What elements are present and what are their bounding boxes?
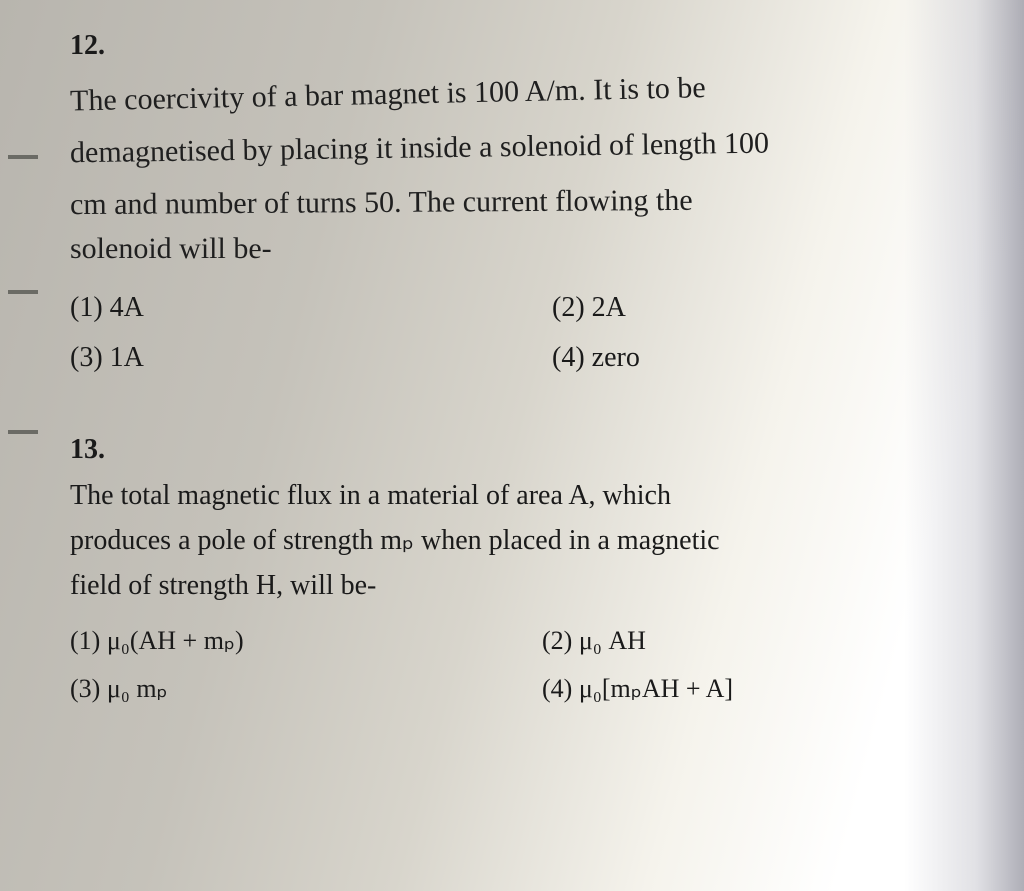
question-number: 12. xyxy=(70,30,974,62)
text-line: demagnetised by placing it inside a sole… xyxy=(70,115,975,179)
question-number: 13. xyxy=(70,434,974,466)
option-1: (1) 4A xyxy=(70,292,492,324)
option-4: (4) zero xyxy=(552,342,974,374)
text-line: The total magnetic flux in a material of… xyxy=(70,474,974,519)
text-line: field of strength H, will be- xyxy=(70,564,974,609)
option-1: (1) μ₀(AH + mₚ) xyxy=(70,626,502,656)
options-grid: (1) 4A (2) 2A (3) 1A (4) zero xyxy=(70,292,974,374)
question-text: The total magnetic flux in a material of… xyxy=(70,474,974,608)
option-4: (4) μ₀[mₚAH + A] xyxy=(542,674,974,704)
option-2: (2) μ₀ AH xyxy=(542,626,974,656)
text-line: solenoid will be- xyxy=(70,223,974,274)
question-13: 13. The total magnetic flux in a materia… xyxy=(70,434,974,704)
question-12: 12. The coercivity of a bar magnet is 10… xyxy=(70,30,974,374)
question-text: The coercivity of a bar magnet is 100 A/… xyxy=(70,70,974,274)
options-grid: (1) μ₀(AH + mₚ) (2) μ₀ AH (3) μ₀ mₚ (4) … xyxy=(70,626,974,704)
option-3: (3) μ₀ mₚ xyxy=(70,674,502,704)
text-line: produces a pole of strength mₚ when plac… xyxy=(70,519,974,564)
text-line: cm and number of turns 50. The current f… xyxy=(70,173,974,230)
option-2: (2) 2A xyxy=(552,292,974,324)
page-content: 12. The coercivity of a bar magnet is 10… xyxy=(0,0,1024,784)
option-3: (3) 1A xyxy=(70,342,492,374)
